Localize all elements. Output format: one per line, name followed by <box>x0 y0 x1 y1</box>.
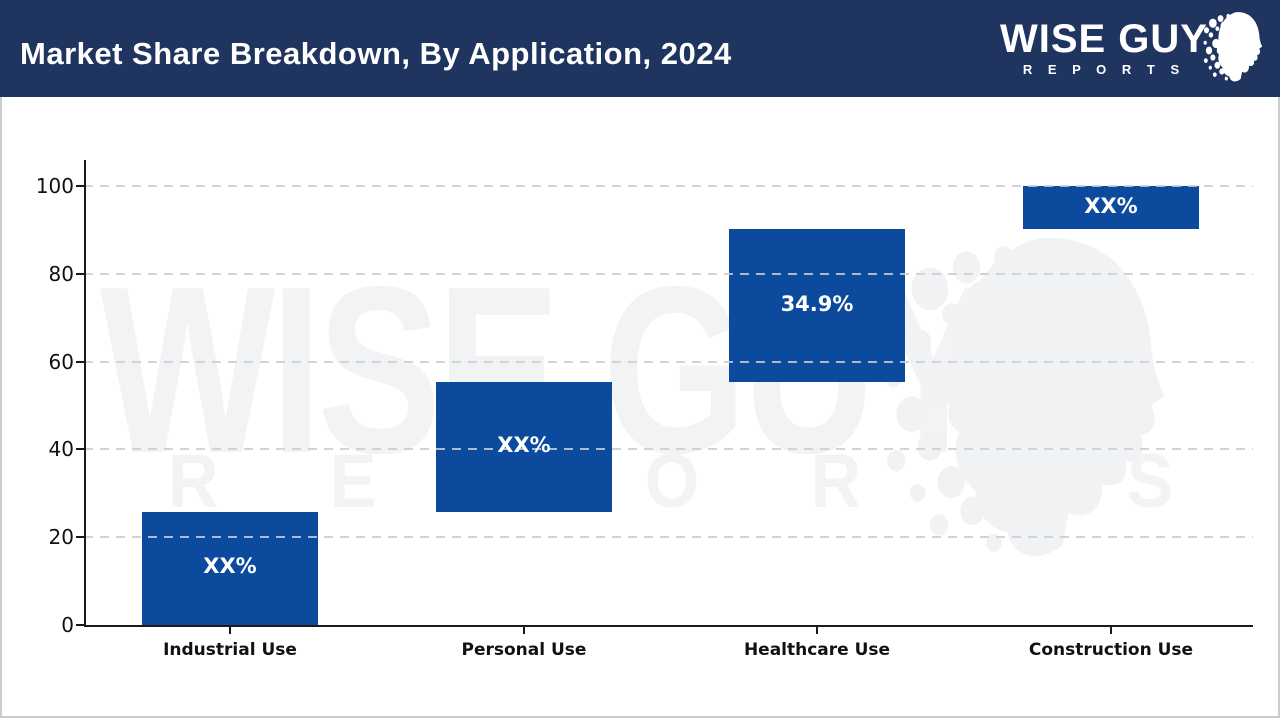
y-tick <box>76 185 84 187</box>
x-axis-label: Industrial Use <box>163 640 297 660</box>
y-tick <box>76 360 84 363</box>
header: Market Share Breakdown, By Application, … <box>0 0 1280 97</box>
y-tick-label: 40 <box>48 437 74 462</box>
x-axis-line <box>84 625 1253 627</box>
bar <box>1023 186 1199 230</box>
x-tick <box>1110 627 1112 634</box>
grid-line <box>84 536 1253 539</box>
y-tick-label: 20 <box>48 525 74 550</box>
bar <box>436 382 612 512</box>
brand-logo: WISE GUY R E P O R T S <box>1000 10 1266 84</box>
y-tick <box>76 536 84 539</box>
x-axis-label: Construction Use <box>1028 640 1194 660</box>
x-axis-label: Healthcare Use <box>743 640 891 660</box>
logo-text: WISE GUY R E P O R T S <box>1000 18 1208 77</box>
page-title: Market Share Breakdown, By Application, … <box>20 36 732 71</box>
x-tick <box>816 627 818 634</box>
chart-area: WISE GUY R E P O R T S XX% XX% 34.9% XX% 0 20… <box>0 97 1280 720</box>
grid-line <box>84 448 1253 451</box>
grid-line <box>84 272 1253 275</box>
bar-label: XX% <box>203 554 257 579</box>
x-axis-label: Personal Use <box>461 640 587 660</box>
x-tick <box>229 627 231 634</box>
y-tick <box>76 272 84 275</box>
y-tick-label: 100 <box>35 174 74 198</box>
watermark-face-icon <box>885 237 1165 557</box>
bar-label: XX% <box>1084 193 1138 218</box>
logo-subtitle: R E P O R T S <box>1022 61 1186 77</box>
grid-line <box>84 185 1253 187</box>
frame-bottom <box>0 716 1280 718</box>
y-tick <box>76 448 84 451</box>
frame-left <box>0 97 2 718</box>
y-tick-label: 60 <box>48 349 74 374</box>
y-tick-label: 80 <box>48 261 74 286</box>
y-tick <box>76 624 84 626</box>
x-tick <box>523 627 525 634</box>
y-tick-label: 0 <box>61 613 74 637</box>
logo-face-icon <box>1203 12 1263 82</box>
bar <box>729 229 905 383</box>
grid-line <box>84 360 1253 363</box>
logo-wordmark: WISE GUY <box>999 16 1208 61</box>
bar <box>142 511 318 625</box>
frame-right <box>1278 97 1280 718</box>
bar-label: 34.9% <box>780 291 854 316</box>
y-axis-line <box>84 160 86 627</box>
bar-label: XX% <box>497 432 551 457</box>
